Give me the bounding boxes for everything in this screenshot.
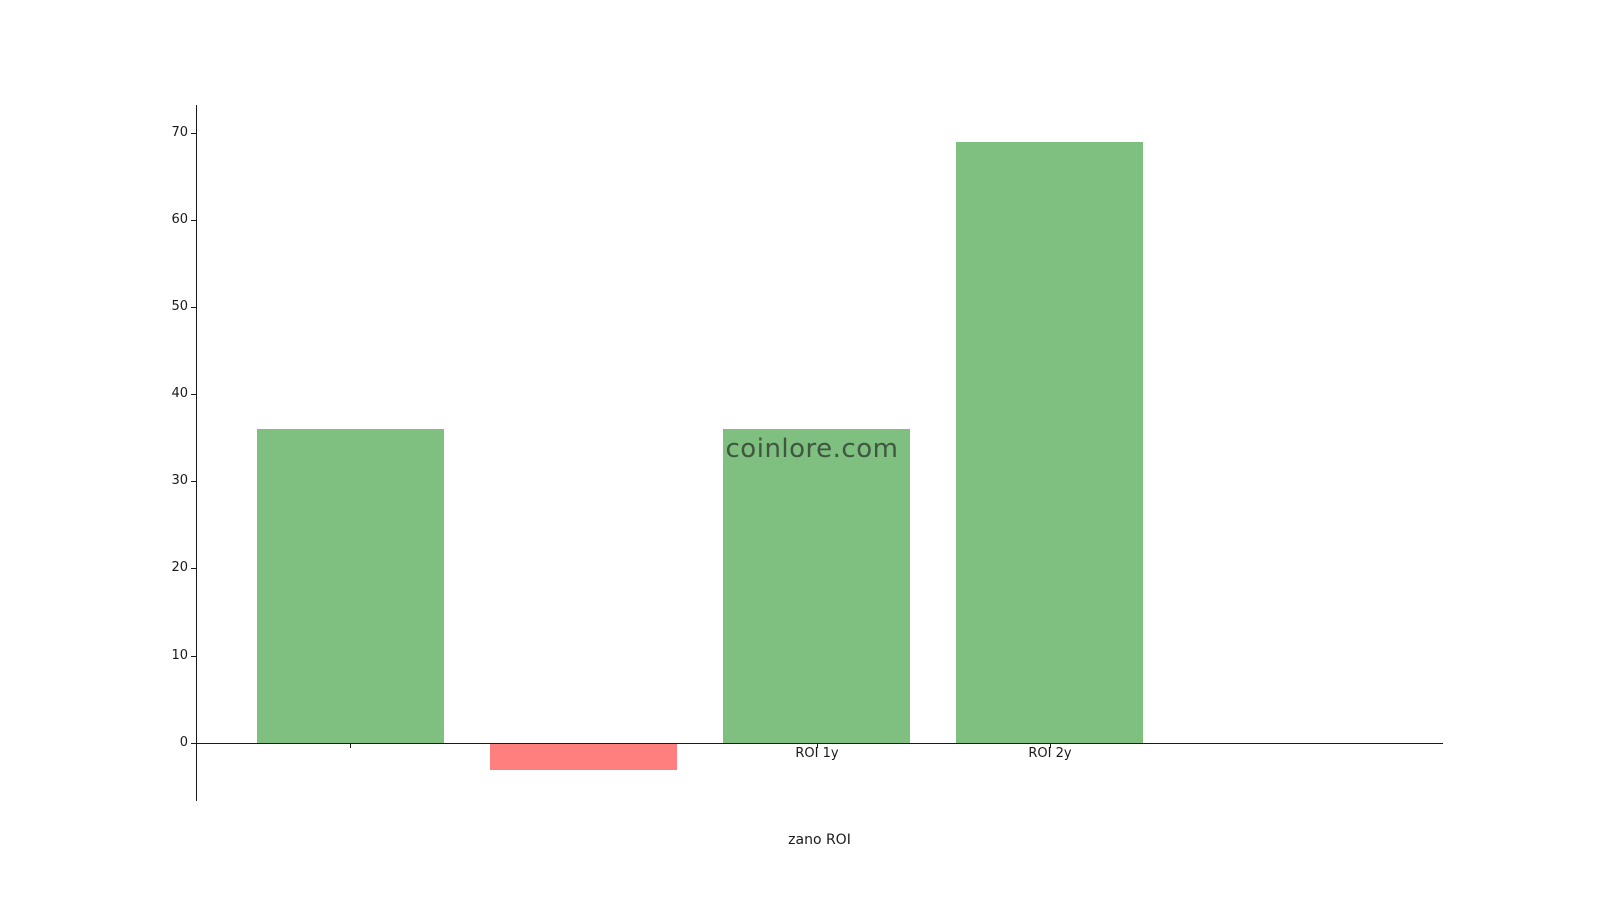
bar-unlabeled-0: [257, 429, 444, 743]
y-tick-label: 40: [171, 386, 188, 401]
y-tick-mark: [191, 133, 196, 134]
bar-roi-1y: [723, 429, 910, 743]
y-tick-mark: [191, 220, 196, 221]
x-tick-mark: [350, 743, 351, 748]
x-tick-label: ROI 2y: [1028, 746, 1072, 761]
y-tick-mark: [191, 656, 196, 657]
y-tick-label: 50: [171, 299, 188, 314]
y-tick-mark: [191, 568, 196, 569]
y-tick-label: 0: [179, 735, 188, 750]
y-tick-label: 60: [171, 212, 188, 227]
x-tick-label: ROI 1y: [795, 746, 839, 761]
watermark-text: coinlore.com: [725, 434, 899, 464]
bar-roi-2y: [956, 142, 1143, 743]
bar-unlabeled-1: [490, 744, 677, 770]
x-tick-mark: [1050, 743, 1051, 748]
y-tick-label: 70: [171, 125, 188, 140]
y-tick-label: 20: [171, 560, 188, 575]
y-tick-mark: [191, 394, 196, 395]
y-tick-mark: [191, 743, 196, 744]
x-tick-mark: [817, 743, 818, 748]
y-tick-mark: [191, 481, 196, 482]
y-tick-mark: [191, 307, 196, 308]
y-tick-label: 10: [171, 648, 188, 663]
x-axis-line: [196, 743, 1443, 744]
y-axis-line: [196, 105, 197, 801]
y-tick-label: 30: [171, 473, 188, 488]
x-axis-title: zano ROI: [788, 832, 851, 848]
